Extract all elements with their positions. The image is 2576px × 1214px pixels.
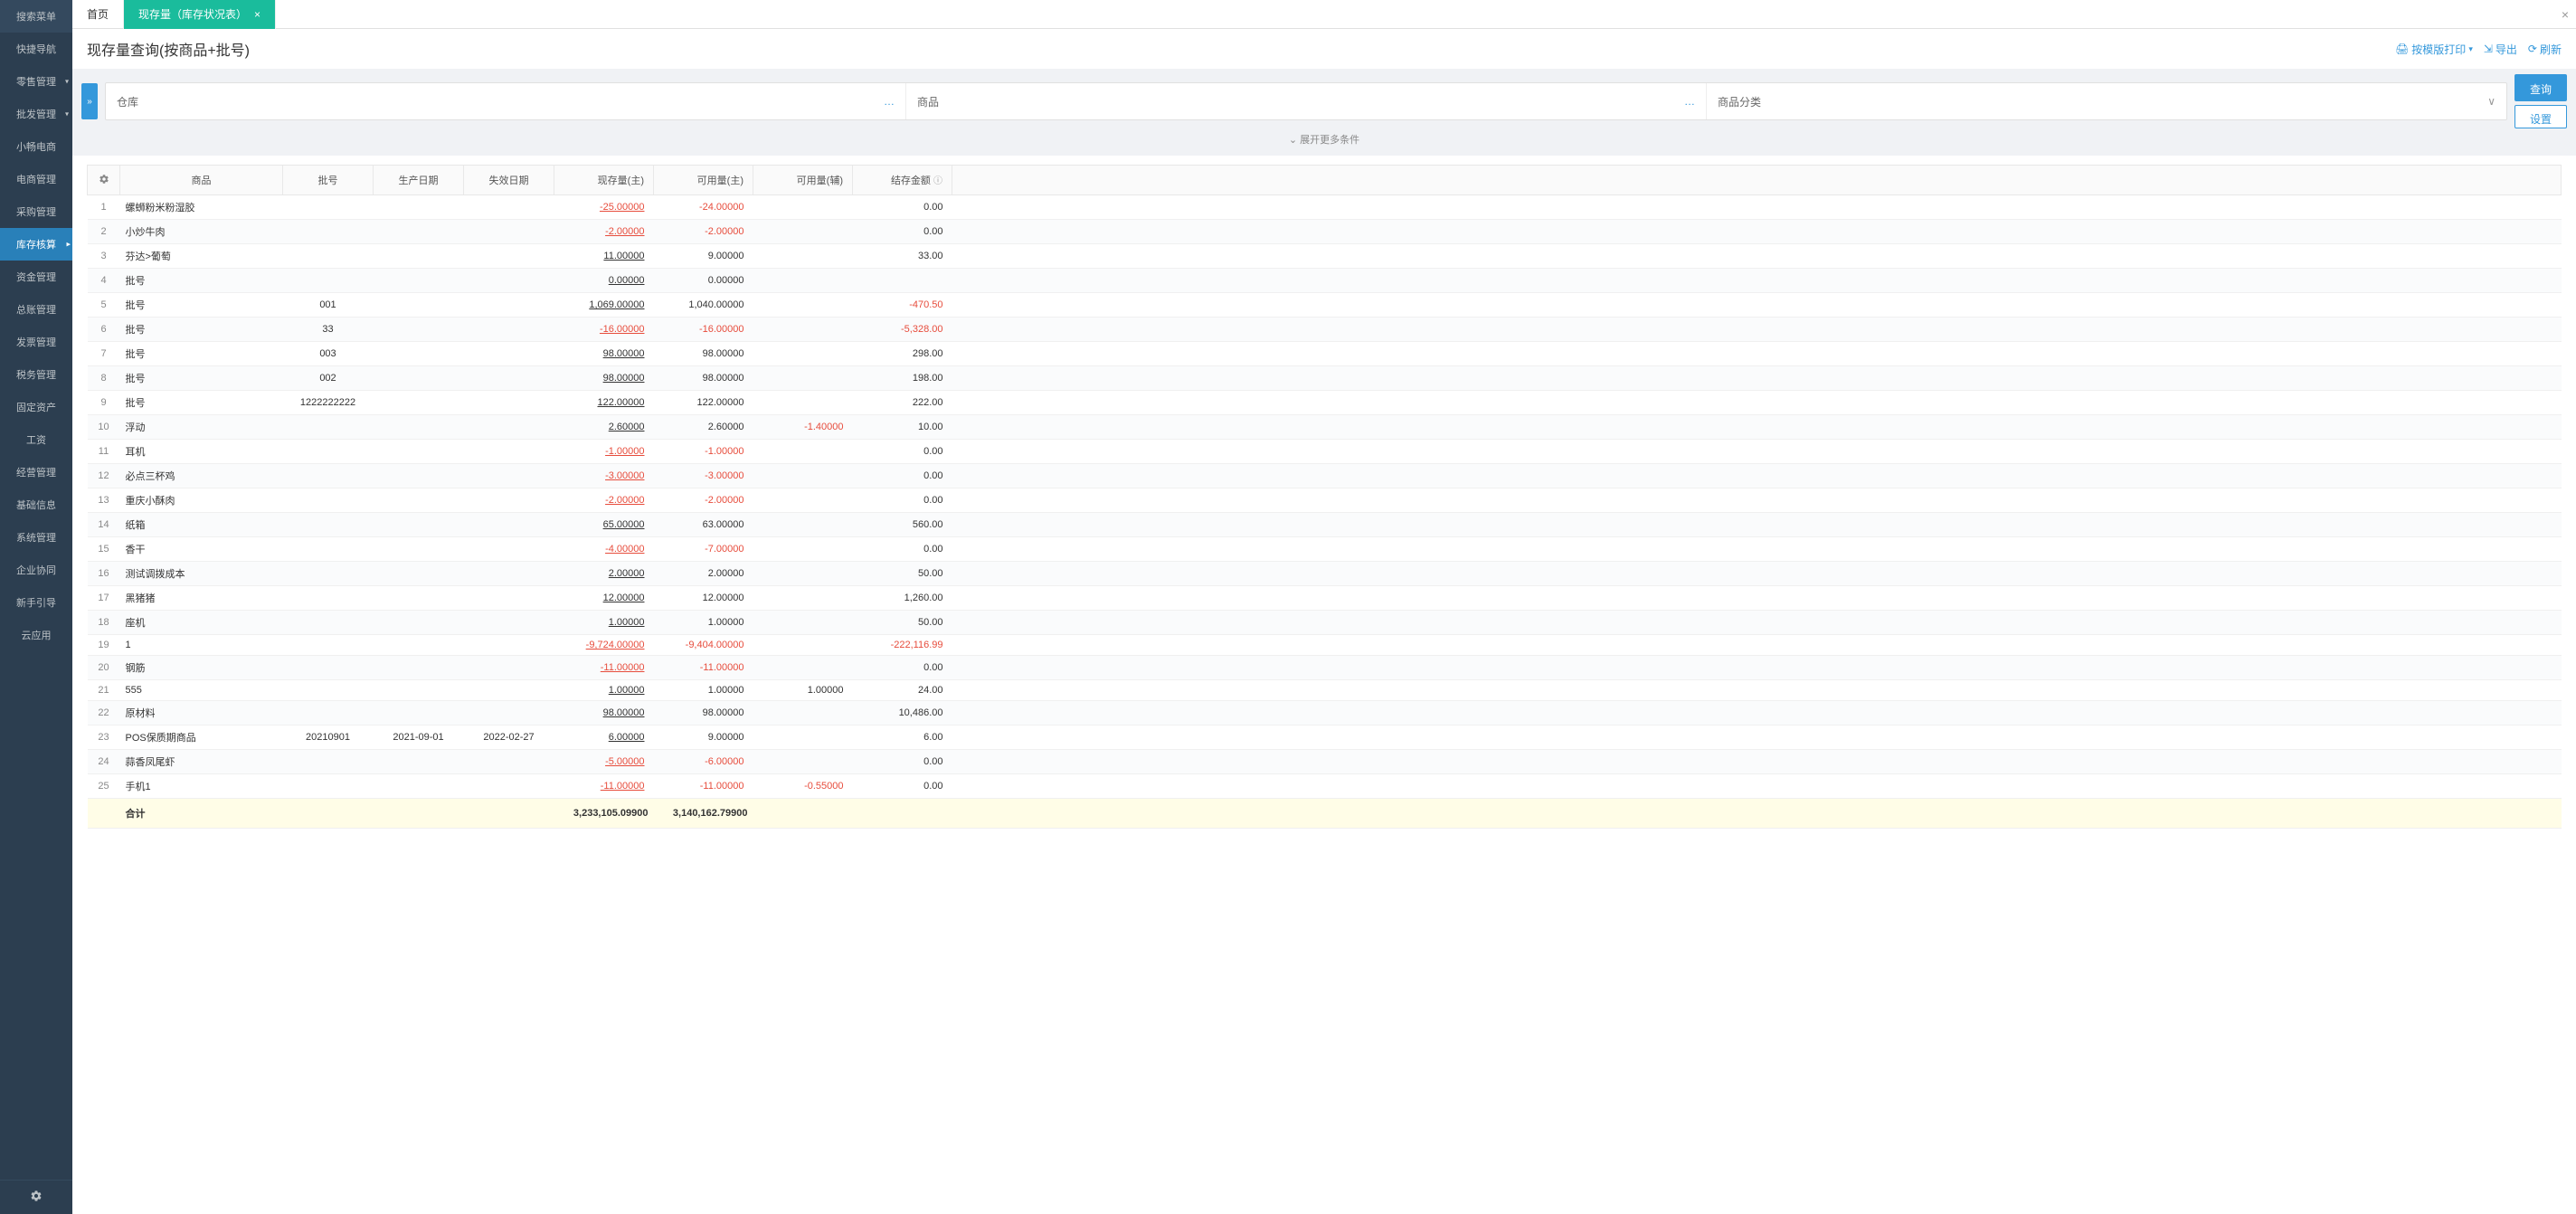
tab-1[interactable]: 现存量（库存状况表）× [124, 0, 276, 29]
close-tab-icon[interactable]: × [254, 8, 260, 21]
sidebar-item-10[interactable]: 发票管理 [0, 326, 72, 358]
product-more-icon[interactable]: … [1684, 95, 1695, 108]
sidebar-item-1[interactable]: 快捷导航 [0, 33, 72, 65]
category-input[interactable] [1768, 95, 2487, 108]
table-row[interactable]: 8批号00298.0000098.00000198.00 [88, 366, 2562, 391]
sidebar: 搜索菜单快捷导航零售管理▾批发管理▾小畅电商电商管理采购管理库存核算▸资金管理总… [0, 0, 72, 1214]
th-stock-main[interactable]: 现存量(主) [554, 166, 654, 195]
export-button[interactable]: ⇲ 导出 [2484, 42, 2517, 57]
th-avail-aux[interactable]: 可用量(辅) [753, 166, 853, 195]
table-row[interactable]: 2小炒牛肉-2.00000-2.000000.00 [88, 220, 2562, 244]
print-icon: 🖨 [2395, 43, 2409, 55]
sidebar-item-6[interactable]: 采购管理 [0, 195, 72, 228]
sidebar-item-14[interactable]: 经营管理 [0, 456, 72, 488]
sidebar-item-11[interactable]: 税务管理 [0, 358, 72, 391]
sidebar-item-18[interactable]: 新手引导 [0, 586, 72, 619]
sidebar-item-5[interactable]: 电商管理 [0, 163, 72, 195]
tabs-bar: 首页现存量（库存状况表）× × [72, 0, 2576, 29]
collapse-filter-button[interactable]: » [81, 83, 98, 119]
table-row[interactable]: 7批号00398.0000098.00000298.00 [88, 342, 2562, 366]
table-row[interactable]: 3芬达>葡萄11.000009.0000033.00 [88, 244, 2562, 269]
print-button[interactable]: 🖨 按模版打印 ▾ [2395, 42, 2473, 57]
tab-0[interactable]: 首页 [72, 0, 124, 29]
th-expire-date[interactable]: 失效日期 [464, 166, 554, 195]
th-batch[interactable]: 批号 [283, 166, 374, 195]
th-product[interactable]: 商品 [120, 166, 283, 195]
table-row[interactable]: 9批号1222222222122.00000122.00000222.00 [88, 391, 2562, 415]
sidebar-item-19[interactable]: 云应用 [0, 619, 72, 651]
warehouse-input[interactable] [167, 95, 884, 108]
th-produce-date[interactable]: 生产日期 [374, 166, 464, 195]
filter-product[interactable]: 商品 … [906, 83, 1707, 119]
inventory-table: 商品 批号 生产日期 失效日期 现存量(主) 可用量(主) 可用量(辅) 结存金… [87, 165, 2562, 829]
page-title: 现存量查询(按商品+批号) [87, 38, 250, 60]
sidebar-settings-icon[interactable] [0, 1180, 72, 1214]
table-row[interactable]: 10浮动2.600002.60000-1.4000010.00 [88, 415, 2562, 440]
table-settings-icon[interactable] [88, 166, 120, 195]
sidebar-item-0[interactable]: 搜索菜单 [0, 0, 72, 33]
sidebar-item-15[interactable]: 基础信息 [0, 488, 72, 521]
table-row[interactable]: 24蒜香凤尾虾-5.00000-6.000000.00 [88, 750, 2562, 774]
table-row[interactable]: 15香干-4.00000-7.000000.00 [88, 537, 2562, 562]
th-amount[interactable]: 结存金额 ⓘ [853, 166, 952, 195]
table-row[interactable]: 23POS保质期商品202109012021-09-012022-02-276.… [88, 726, 2562, 750]
chevron-down-icon: ⌄ [1289, 135, 1300, 146]
expand-more-filters[interactable]: ⌄ 展开更多条件 [81, 128, 2567, 150]
data-table-container: 商品 批号 生产日期 失效日期 现存量(主) 可用量(主) 可用量(辅) 结存金… [72, 156, 2576, 1214]
total-stock: 3,233,105.09900 [554, 799, 654, 829]
help-icon[interactable]: ⓘ [933, 176, 942, 186]
chevron-down-icon: ▾ [2468, 44, 2473, 54]
table-row[interactable]: 11耳机-1.00000-1.000000.00 [88, 440, 2562, 464]
total-label: 合计 [120, 799, 283, 829]
sidebar-item-13[interactable]: 工资 [0, 423, 72, 456]
table-row[interactable]: 13重庆小酥肉-2.00000-2.000000.00 [88, 488, 2562, 513]
table-row[interactable]: 18座机1.000001.0000050.00 [88, 611, 2562, 635]
export-icon: ⇲ [2484, 43, 2493, 55]
table-row[interactable]: 22原材料98.0000098.0000010,486.00 [88, 701, 2562, 726]
sidebar-item-12[interactable]: 固定资产 [0, 391, 72, 423]
sidebar-item-2[interactable]: 零售管理▾ [0, 65, 72, 98]
sidebar-item-16[interactable]: 系统管理 [0, 521, 72, 554]
sidebar-item-4[interactable]: 小畅电商 [0, 130, 72, 163]
table-row[interactable]: 215551.000001.000001.0000024.00 [88, 680, 2562, 701]
sidebar-item-17[interactable]: 企业协同 [0, 554, 72, 586]
filter-warehouse[interactable]: 仓库 … [106, 83, 906, 119]
chevron-down-icon: ▾ [65, 110, 69, 119]
table-row[interactable]: 17黑猪猪12.0000012.000001,260.00 [88, 586, 2562, 611]
chevron-right-icon: ▸ [66, 240, 71, 250]
table-row[interactable]: 20钢筋-11.00000-11.000000.00 [88, 656, 2562, 680]
sidebar-item-9[interactable]: 总账管理 [0, 293, 72, 326]
table-row[interactable]: 14纸箱65.0000063.00000560.00 [88, 513, 2562, 537]
chevron-down-icon[interactable]: ∨ [2487, 95, 2496, 108]
sidebar-item-3[interactable]: 批发管理▾ [0, 98, 72, 130]
query-button[interactable]: 查询 [2514, 74, 2567, 101]
table-row[interactable]: 5批号0011,069.000001,040.00000-470.50 [88, 293, 2562, 318]
table-row[interactable]: 1螺蛳粉米粉湿胶-25.00000-24.000000.00 [88, 195, 2562, 220]
filter-category[interactable]: 商品分类 ∨ [1707, 83, 2506, 119]
refresh-button[interactable]: ⟳ 刷新 [2528, 42, 2562, 57]
sidebar-item-7[interactable]: 库存核算▸ [0, 228, 72, 261]
sidebar-item-8[interactable]: 资金管理 [0, 261, 72, 293]
table-row[interactable]: 191-9,724.00000-9,404.00000-222,116.99 [88, 635, 2562, 656]
table-row[interactable]: 12必点三杯鸡-3.00000-3.000000.00 [88, 464, 2562, 488]
table-row[interactable]: 6批号33-16.00000-16.00000-5,328.00 [88, 318, 2562, 342]
table-row[interactable]: 4批号0.000000.00000 [88, 269, 2562, 293]
warehouse-more-icon[interactable]: … [884, 95, 895, 108]
refresh-icon: ⟳ [2528, 43, 2537, 55]
settings-button[interactable]: 设置 [2514, 105, 2567, 128]
title-bar: 现存量查询(按商品+批号) 🖨 按模版打印 ▾ ⇲ 导出 ⟳ 刷新 [72, 29, 2576, 69]
table-row[interactable]: 25手机1-11.00000-11.00000-0.550000.00 [88, 774, 2562, 799]
th-avail-main[interactable]: 可用量(主) [654, 166, 753, 195]
chevron-down-icon: ▾ [65, 78, 69, 86]
table-row[interactable]: 16测试调拨成本2.000002.0000050.00 [88, 562, 2562, 586]
filter-bar: » 仓库 … 商品 … 商品分类 ∨ [81, 74, 2567, 128]
toolbar: 🖨 按模版打印 ▾ ⇲ 导出 ⟳ 刷新 [2395, 42, 2562, 57]
product-input[interactable] [968, 95, 1684, 108]
total-avail: 3,140,162.79900 [654, 799, 753, 829]
total-row: 合计 3,233,105.09900 3,140,162.79900 [88, 799, 2562, 829]
close-all-tabs-icon[interactable]: × [2562, 7, 2569, 22]
